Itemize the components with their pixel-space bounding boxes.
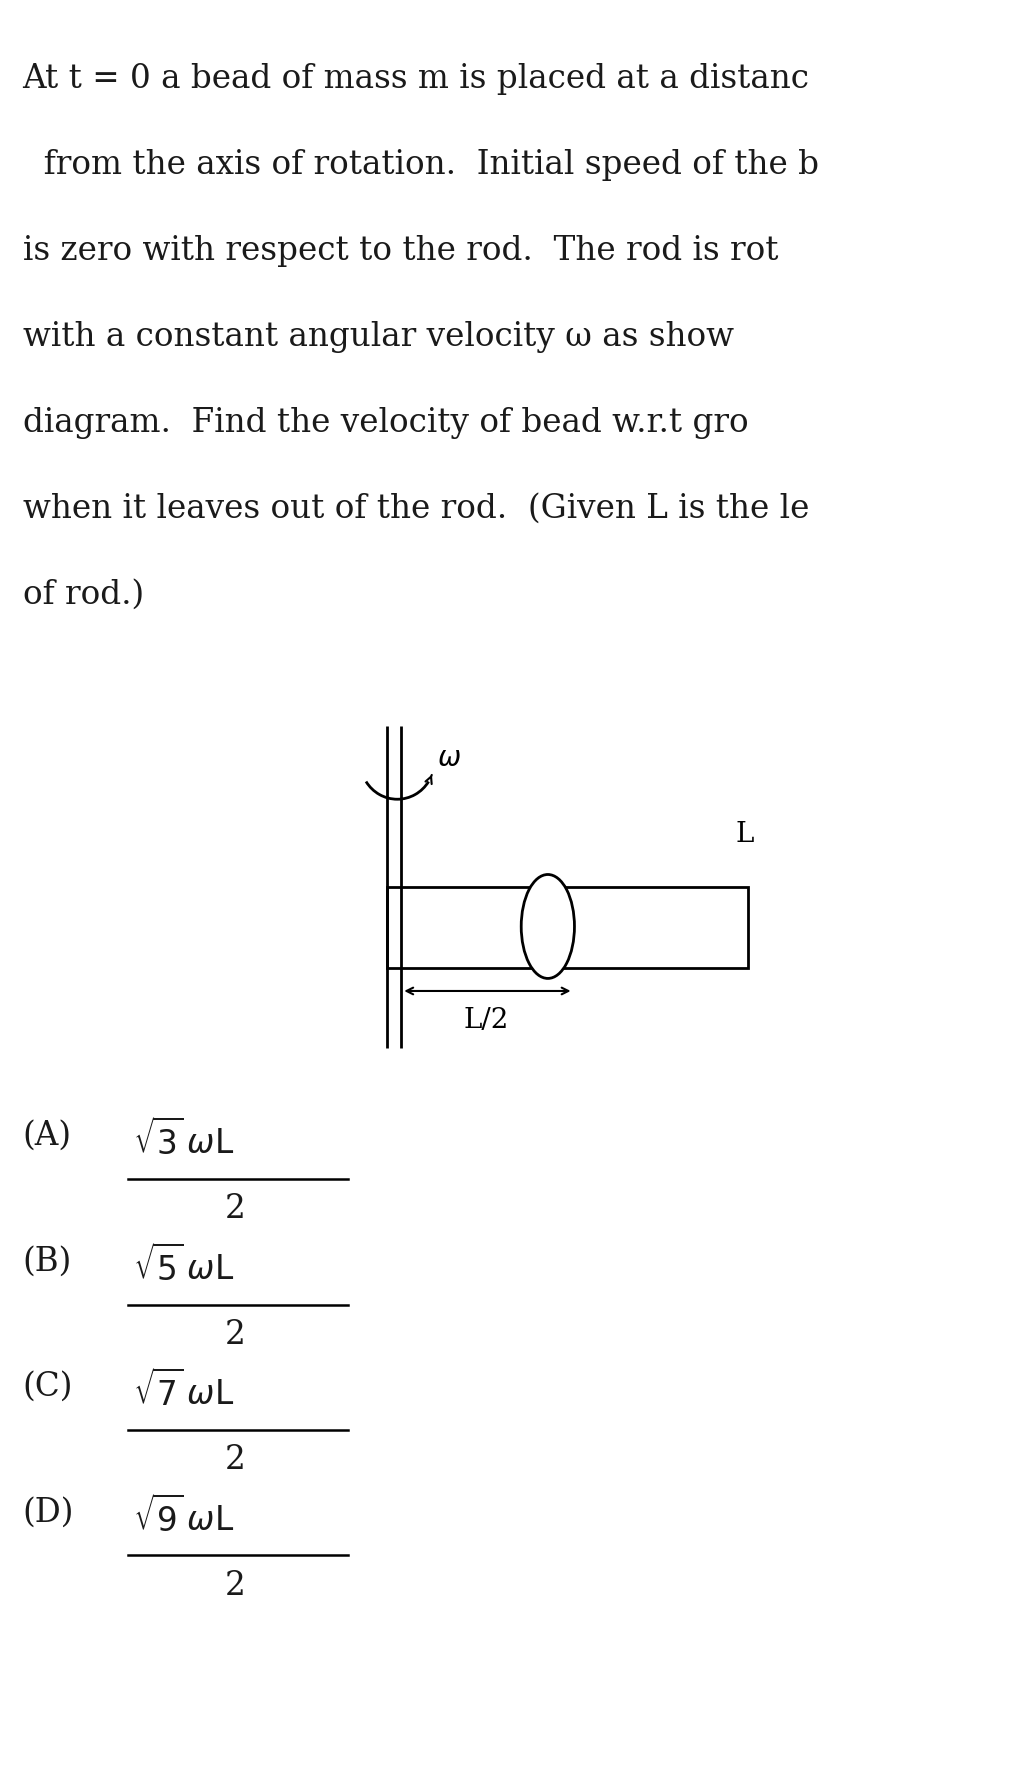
Text: 2: 2 (225, 1193, 246, 1226)
Text: of rod.): of rod.) (23, 579, 143, 611)
Text: $\sqrt{5}\,\omega\mathrm{L}$: $\sqrt{5}\,\omega\mathrm{L}$ (133, 1245, 234, 1288)
Text: with a constant angular velocity ω as show: with a constant angular velocity ω as sh… (23, 321, 733, 353)
Text: $\omega$: $\omega$ (437, 744, 461, 772)
Text: $\sqrt{7}\,\omega\mathrm{L}$: $\sqrt{7}\,\omega\mathrm{L}$ (133, 1371, 234, 1414)
Text: 2: 2 (225, 1319, 246, 1351)
Text: 2: 2 (225, 1570, 246, 1602)
Text: L: L (735, 821, 754, 848)
Text: from the axis of rotation.  Initial speed of the b: from the axis of rotation. Initial speed… (23, 149, 818, 181)
Text: $\sqrt{9}\,\omega\mathrm{L}$: $\sqrt{9}\,\omega\mathrm{L}$ (133, 1496, 234, 1539)
Text: 2: 2 (225, 1444, 246, 1477)
Text: L/2: L/2 (464, 1007, 509, 1034)
Text: when it leaves out of the rod.  (Given L is the le: when it leaves out of the rod. (Given L … (23, 493, 809, 525)
Bar (387, 887, 748, 968)
Text: $\sqrt{3}\,\omega\mathrm{L}$: $\sqrt{3}\,\omega\mathrm{L}$ (133, 1120, 234, 1163)
Text: (B): (B) (23, 1245, 72, 1278)
Text: (A): (A) (23, 1120, 72, 1152)
Text: (C): (C) (23, 1371, 73, 1403)
Text: is zero with respect to the rod.  The rod is rot: is zero with respect to the rod. The rod… (23, 235, 778, 267)
Text: At t = 0 a bead of mass m is placed at a distanc: At t = 0 a bead of mass m is placed at a… (23, 63, 810, 95)
Ellipse shape (521, 874, 574, 978)
Text: diagram.  Find the velocity of bead w.r.t gro: diagram. Find the velocity of bead w.r.t… (23, 407, 749, 439)
Text: (D): (D) (23, 1496, 74, 1529)
